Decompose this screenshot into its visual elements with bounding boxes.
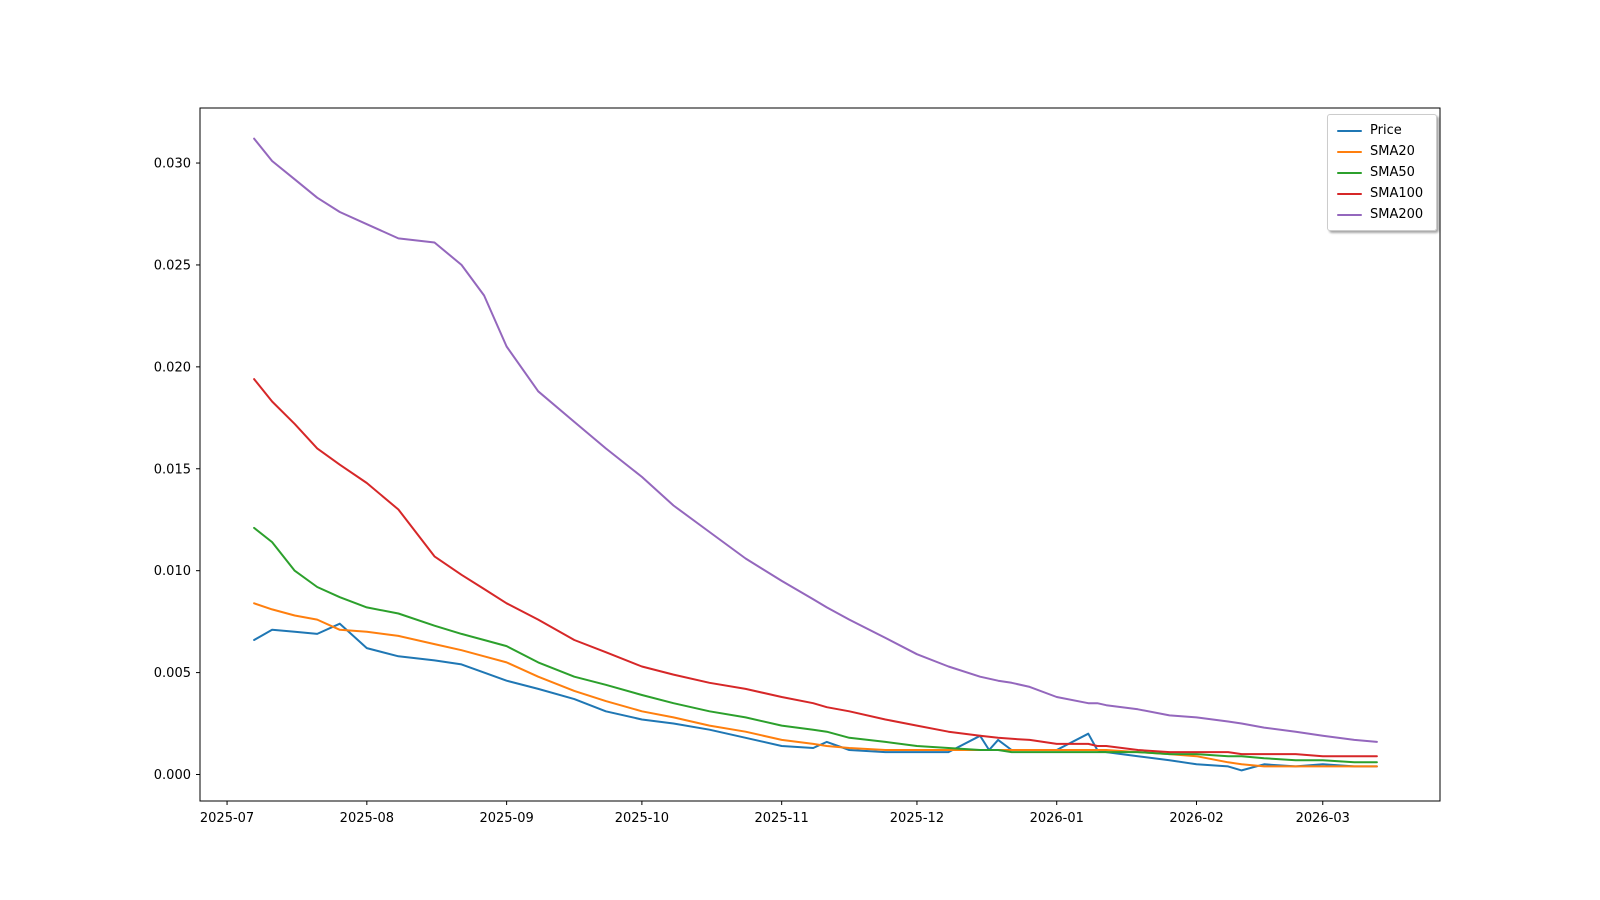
- series-line-sma20: [253, 602, 1378, 768]
- y-tick-label: 0.015: [154, 462, 191, 477]
- y-tick-label: 0.025: [154, 258, 191, 273]
- plot-frame: [199, 107, 1441, 802]
- legend-item-sma20: SMA20: [1337, 143, 1427, 160]
- legend-swatch-sma200: [1337, 213, 1362, 216]
- x-tick-label: 2025-11: [755, 811, 809, 826]
- x-tick-label: 2026-02: [1169, 811, 1223, 826]
- y-tick-label: 0.030: [154, 157, 191, 172]
- x-tick-label: 2026-03: [1296, 811, 1350, 826]
- legend-item-sma200: SMA200: [1337, 206, 1427, 223]
- legend-swatch-sma100: [1337, 192, 1362, 195]
- legend-swatch-sma20: [1337, 150, 1362, 153]
- legend-label: SMA20: [1370, 144, 1415, 159]
- series-line-sma100: [253, 378, 1378, 758]
- x-tick-label: 2025-07: [200, 811, 254, 826]
- series-line-sma50: [253, 526, 1378, 764]
- series-line-price: [253, 622, 1378, 772]
- y-tick-label: 0.010: [154, 564, 191, 579]
- x-tick-label: 2025-10: [615, 811, 669, 826]
- legend-item-sma100: SMA100: [1337, 185, 1427, 202]
- x-tick-label: 2025-09: [479, 811, 533, 826]
- x-tick-label: 2025-08: [340, 811, 394, 826]
- legend-swatch-price: [1337, 129, 1362, 132]
- series-line-sma200: [253, 137, 1378, 743]
- y-tick-label: 0.005: [154, 666, 191, 681]
- legend-item-price: Price: [1337, 122, 1427, 139]
- legend-label: SMA50: [1370, 165, 1415, 180]
- chart-legend: Price SMA20 SMA50 SMA100 SMA200: [1327, 114, 1437, 231]
- y-tick-label: 0.000: [154, 768, 191, 783]
- x-tick-label: 2025-12: [890, 811, 944, 826]
- legend-swatch-sma50: [1337, 171, 1362, 174]
- y-tick-label: 0.020: [154, 360, 191, 375]
- x-tick-label: 2026-01: [1030, 811, 1084, 826]
- legend-label: SMA200: [1370, 207, 1424, 222]
- legend-label: Price: [1370, 123, 1402, 138]
- legend-item-sma50: SMA50: [1337, 164, 1427, 181]
- legend-label: SMA100: [1370, 186, 1424, 201]
